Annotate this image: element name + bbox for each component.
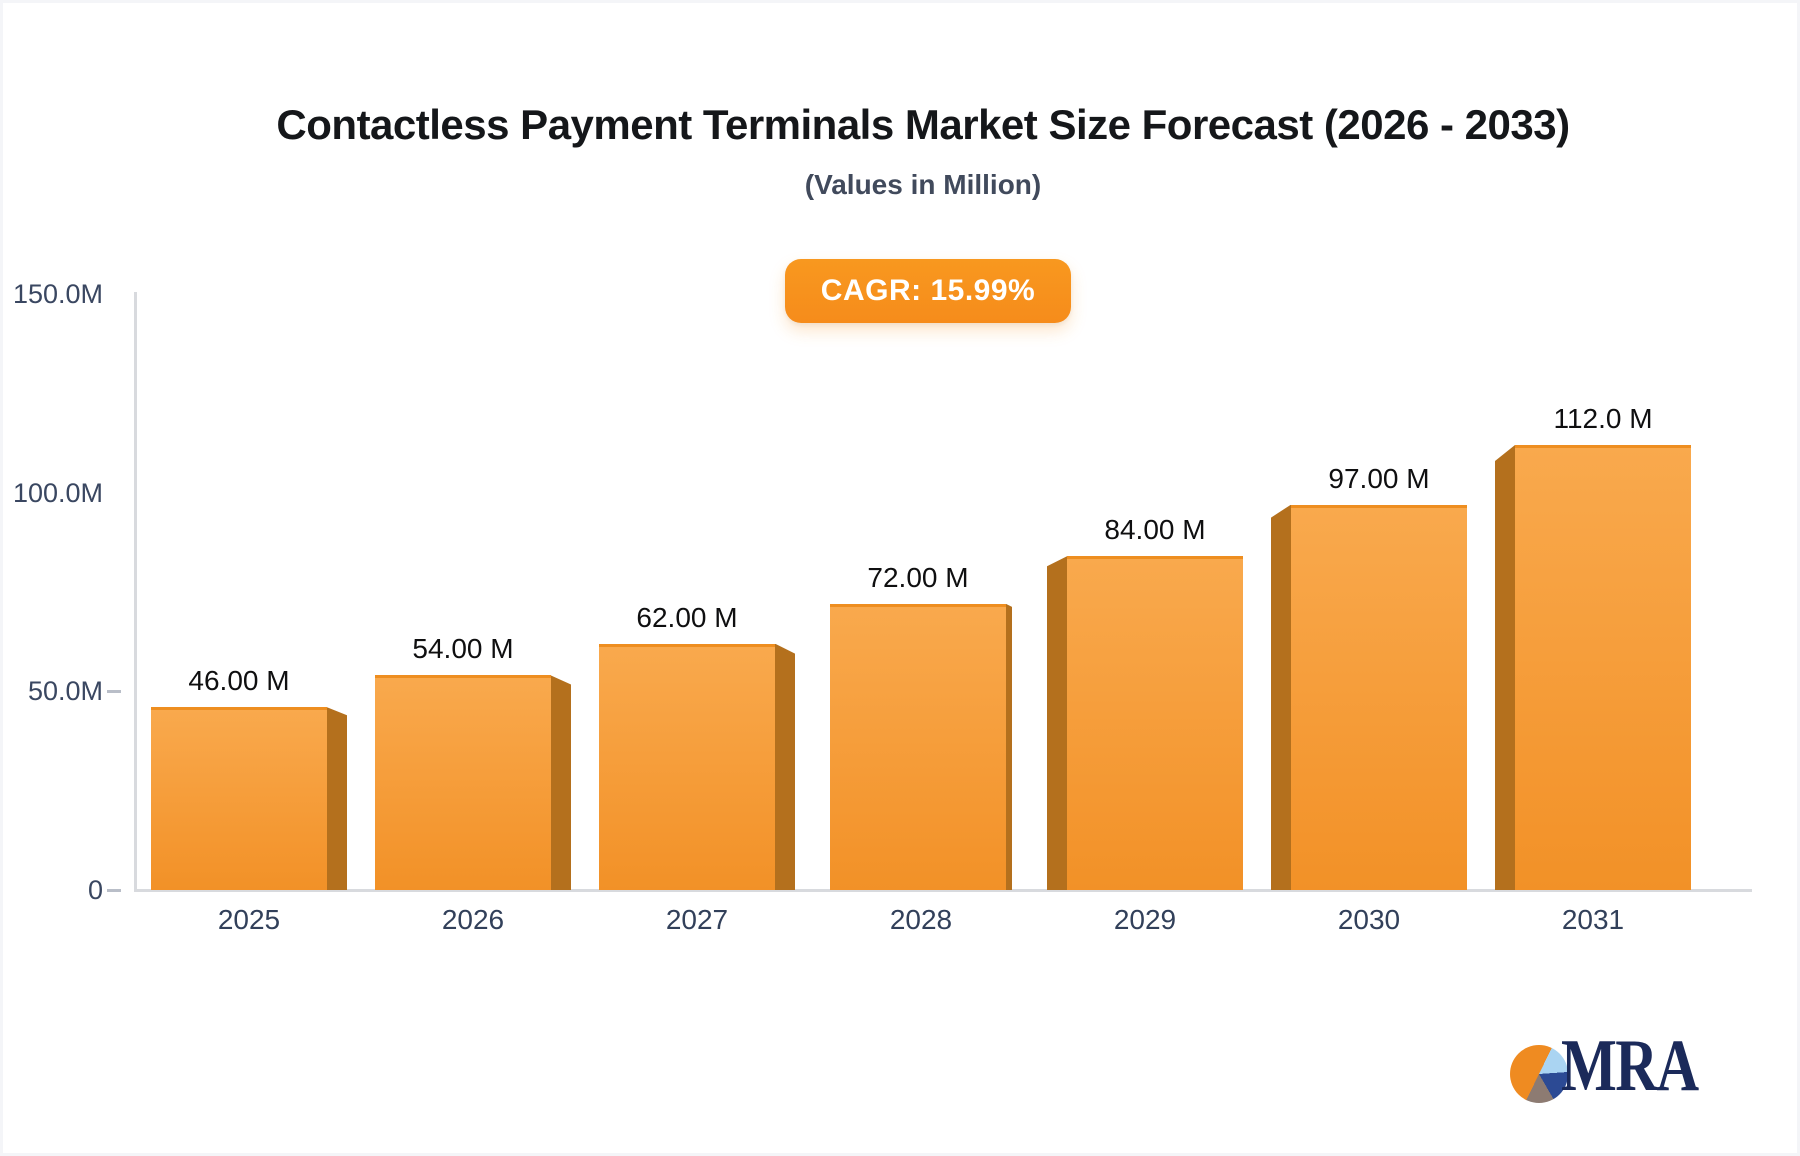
bar-value-label-2027: 62.00 M <box>636 601 738 633</box>
cagr-badge-label: CAGR: 15.99% <box>820 274 1036 307</box>
x-category-label-2025: 2025 <box>217 904 281 935</box>
y-tick-mark <box>107 889 121 892</box>
y-tick-label: 150.0M <box>12 279 103 309</box>
bar-value-label-2029: 84.00 M <box>1104 514 1206 546</box>
bar-side-2029 <box>1047 556 1067 890</box>
bar-side-2027 <box>775 643 795 890</box>
y-tick-label: 50.0M <box>27 676 103 707</box>
bar-side-2026 <box>551 675 571 890</box>
bar-2025 <box>151 707 327 890</box>
bar-2027 <box>599 643 775 890</box>
bar-2029 <box>1067 556 1243 890</box>
bar-side-2031 <box>1495 444 1515 890</box>
bar-2031 <box>1515 444 1691 890</box>
x-category-label-2026: 2026 <box>441 904 505 935</box>
bar-value-label-2025: 46.00 M <box>188 665 290 697</box>
mra-logo-pie-icon <box>1510 1045 1568 1103</box>
x-category-label-2027: 2027 <box>665 904 729 935</box>
mra-logo-text: MRA <box>1561 1025 1699 1107</box>
bar-2026 <box>375 675 551 890</box>
bar-value-label-2030: 97.00 M <box>1328 462 1430 494</box>
bar-side-2030 <box>1271 504 1291 890</box>
y-tick-label: 0 <box>87 875 103 905</box>
mra-logo: MRA <box>1503 1029 1723 1123</box>
x-category-label-2028: 2028 <box>889 904 953 935</box>
y-tick-label: 100.0M <box>12 477 103 508</box>
y-axis-line <box>134 292 137 892</box>
bar-value-label-2028: 72.00 M <box>867 561 969 593</box>
cagr-badge: CAGR: 15.99% <box>785 259 1071 323</box>
bar-value-label-2026: 54.00 M <box>412 633 514 665</box>
x-category-label-2030: 2030 <box>1337 904 1401 935</box>
bar-chart: 150.0M 100.0M 50.0M 0 46.00 M 2025 54.00 M 2026… <box>3 3 1797 1153</box>
chart-title: Contactless Payment Terminals Market Siz… <box>276 101 1570 148</box>
x-category-label-2031: 2031 <box>1561 904 1625 935</box>
y-tick-mark <box>107 690 121 694</box>
bar-value-label-2031: 112.0 M <box>1553 402 1653 434</box>
bar-2028 <box>830 603 1006 890</box>
bar-side-2028 <box>1006 603 1012 890</box>
x-axis-line <box>134 889 1752 892</box>
bar-side-2025 <box>327 707 347 890</box>
x-category-label-2029: 2029 <box>1113 904 1177 935</box>
bar-2030 <box>1291 504 1467 890</box>
chart-subtitle: (Values in Million) <box>804 169 1042 200</box>
